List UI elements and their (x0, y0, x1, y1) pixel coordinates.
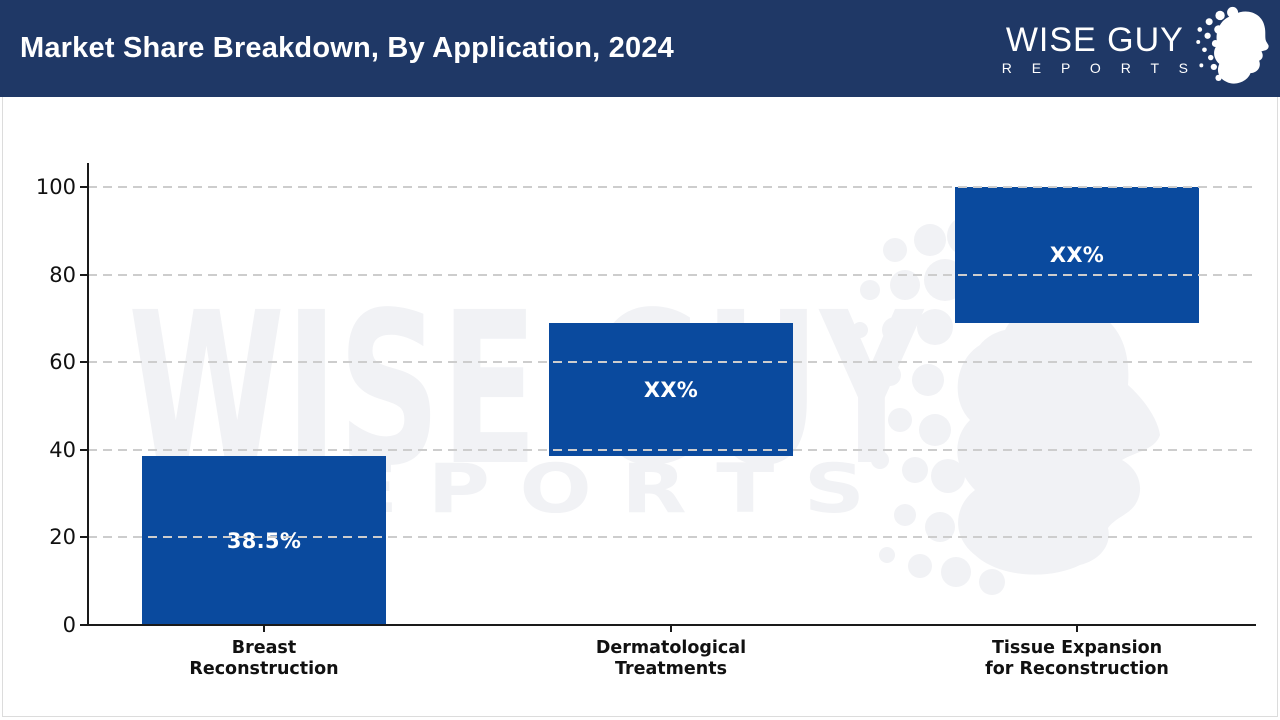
y-tick-label-0: 0 (62, 613, 76, 637)
x-tick-label-line: for Reconstruction (985, 659, 1169, 679)
y-tick-label-40: 40 (49, 437, 76, 462)
bar-value-label-1: 38.5% (226, 528, 302, 553)
x-tick-mark-2 (670, 625, 672, 632)
x-tick-mark-1 (263, 625, 265, 632)
y-tick-label-20: 20 (49, 525, 76, 550)
y-tick-mark-60 (80, 361, 88, 364)
gridline-100 (88, 186, 1254, 188)
gridline-80 (88, 273, 1254, 276)
x-tick-label-3: Tissue Expansion for Reconstruction (927, 638, 1227, 680)
bar-value-label-2: XX% (643, 377, 699, 402)
logo-wordmark: WISE GUY (1005, 20, 1184, 59)
logo-text: WISE GUY R E P O R T S (1002, 22, 1188, 76)
y-tick-mark-20 (80, 536, 88, 539)
gridline-60 (88, 361, 1254, 364)
y-tick-mark-80 (80, 273, 88, 276)
x-tick-label-1: Breast Reconstruction (114, 638, 414, 680)
y-tick-label-60: 60 (49, 350, 76, 375)
y-tick-mark-0 (80, 624, 88, 626)
x-tick-label-line: Reconstruction (189, 659, 339, 679)
y-tick-label-100: 100 (35, 175, 76, 199)
wise-guy-logo: WISE GUY R E P O R T S (1002, 0, 1270, 97)
x-tick-label-2: Dermatological Treatments (521, 638, 821, 680)
x-tick-label-line: Breast (231, 638, 297, 658)
bar-value-label-3: XX% (1049, 242, 1105, 267)
x-tick-label-line: Tissue Expansion (991, 638, 1163, 658)
y-tick-mark-100 (80, 186, 88, 188)
gridline-40 (88, 448, 1254, 451)
x-tick-label-line: Dermatological (595, 638, 747, 658)
x-tick-label-line: Treatments (614, 659, 728, 679)
logo-reports-label: R E P O R T S (1001, 59, 1196, 76)
x-tick-mark-3 (1076, 625, 1078, 632)
bar-segment-1: 38.5% (142, 456, 386, 625)
y-tick-label-80: 80 (49, 262, 76, 287)
y-tick-mark-40 (80, 448, 88, 451)
gridline-20 (88, 536, 1254, 539)
bar-segment-2: XX% (549, 322, 793, 457)
page-title: Market Share Breakdown, By Application, … (20, 32, 674, 64)
logo-head-icon (1196, 6, 1269, 84)
header: Market Share Breakdown, By Application, … (0, 0, 1280, 97)
y-axis-line (87, 163, 89, 626)
